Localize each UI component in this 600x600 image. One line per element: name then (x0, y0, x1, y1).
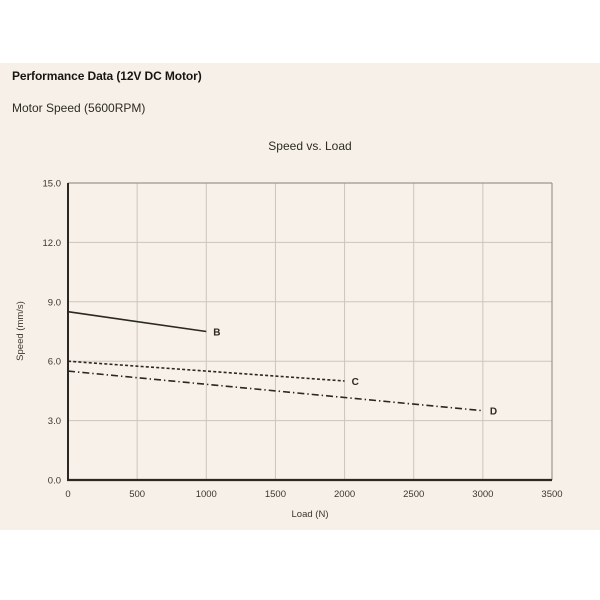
y-tick-label: 3.0 (48, 416, 61, 427)
motor-speed-subtitle: Motor Speed (5600RPM) (12, 101, 146, 115)
y-tick-label: 15.0 (43, 179, 62, 190)
y-tick-label: 12.0 (43, 238, 62, 249)
series-line-D (67, 370, 483, 412)
x-tick-label: 0 (65, 489, 70, 500)
x-tick-label: 2500 (403, 489, 424, 500)
y-tick-label: 9.0 (48, 297, 61, 308)
series-label-D: D (490, 407, 497, 418)
series-label-C: C (352, 377, 359, 388)
series-line-C (67, 360, 345, 382)
y-tick-label: 0.0 (48, 476, 61, 487)
chart-title: Speed vs. Load (268, 139, 352, 153)
x-tick-label: 1500 (265, 489, 286, 500)
x-tick-label: 3500 (541, 489, 562, 500)
section-heading: Performance Data (12V DC Motor) (12, 69, 202, 83)
x-axis-label: Load (N) (291, 509, 329, 520)
plot-area (68, 183, 552, 480)
x-tick-label: 1000 (196, 489, 217, 500)
series-line-B (67, 310, 207, 333)
y-tick-label: 6.0 (48, 357, 61, 368)
x-tick-label: 3000 (472, 489, 493, 500)
series-label-B: B (213, 328, 220, 339)
x-tick-label: 500 (129, 489, 145, 500)
x-tick-label: 2000 (334, 489, 355, 500)
